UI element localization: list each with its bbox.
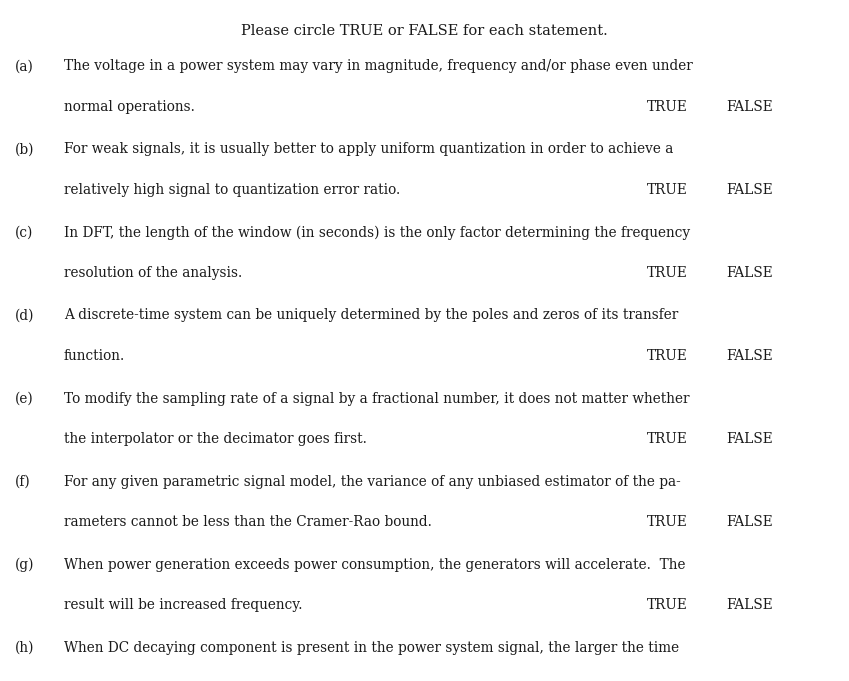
Text: A discrete-time system can be uniquely determined by the poles and zeros of its : A discrete-time system can be uniquely d… [64, 308, 678, 323]
Text: relatively high signal to quantization error ratio.: relatively high signal to quantization e… [64, 183, 400, 197]
Text: (h): (h) [15, 641, 35, 655]
Text: FALSE: FALSE [727, 349, 773, 363]
Text: rameters cannot be less than the Cramer-Rao bound.: rameters cannot be less than the Cramer-… [64, 516, 431, 529]
Text: (d): (d) [15, 308, 35, 323]
Text: TRUE: TRUE [647, 266, 688, 280]
Text: For any given parametric signal model, the variance of any unbiased estimator of: For any given parametric signal model, t… [64, 475, 680, 489]
Text: Please circle TRUE or FALSE for each statement.: Please circle TRUE or FALSE for each sta… [241, 24, 608, 38]
Text: The voltage in a power system may vary in magnitude, frequency and/or phase even: The voltage in a power system may vary i… [64, 59, 693, 74]
Text: the interpolator or the decimator goes first.: the interpolator or the decimator goes f… [64, 432, 367, 446]
Text: (b): (b) [15, 142, 35, 157]
Text: TRUE: TRUE [647, 183, 688, 197]
Text: TRUE: TRUE [647, 516, 688, 529]
Text: TRUE: TRUE [647, 599, 688, 612]
Text: (c): (c) [15, 225, 34, 240]
Text: (a): (a) [15, 59, 34, 74]
Text: For weak signals, it is usually better to apply uniform quantization in order to: For weak signals, it is usually better t… [64, 142, 673, 157]
Text: To modify the sampling rate of a signal by a fractional number, it does not matt: To modify the sampling rate of a signal … [64, 392, 689, 406]
Text: TRUE: TRUE [647, 349, 688, 363]
Text: result will be increased frequency.: result will be increased frequency. [64, 599, 302, 612]
Text: resolution of the analysis.: resolution of the analysis. [64, 266, 242, 280]
Text: When power generation exceeds power consumption, the generators will accelerate.: When power generation exceeds power cons… [64, 558, 685, 572]
Text: FALSE: FALSE [727, 432, 773, 446]
Text: In DFT, the length of the window (in seconds) is the only factor determining the: In DFT, the length of the window (in sec… [64, 225, 689, 240]
Text: FALSE: FALSE [727, 599, 773, 612]
Text: normal operations.: normal operations. [64, 100, 194, 114]
Text: (g): (g) [15, 558, 35, 572]
Text: When DC decaying component is present in the power system signal, the larger the: When DC decaying component is present in… [64, 641, 679, 655]
Text: (f): (f) [15, 475, 31, 489]
Text: (e): (e) [15, 392, 34, 406]
Text: TRUE: TRUE [647, 432, 688, 446]
Text: TRUE: TRUE [647, 100, 688, 114]
Text: FALSE: FALSE [727, 100, 773, 114]
Text: FALSE: FALSE [727, 183, 773, 197]
Text: FALSE: FALSE [727, 266, 773, 280]
Text: FALSE: FALSE [727, 516, 773, 529]
Text: function.: function. [64, 349, 125, 363]
